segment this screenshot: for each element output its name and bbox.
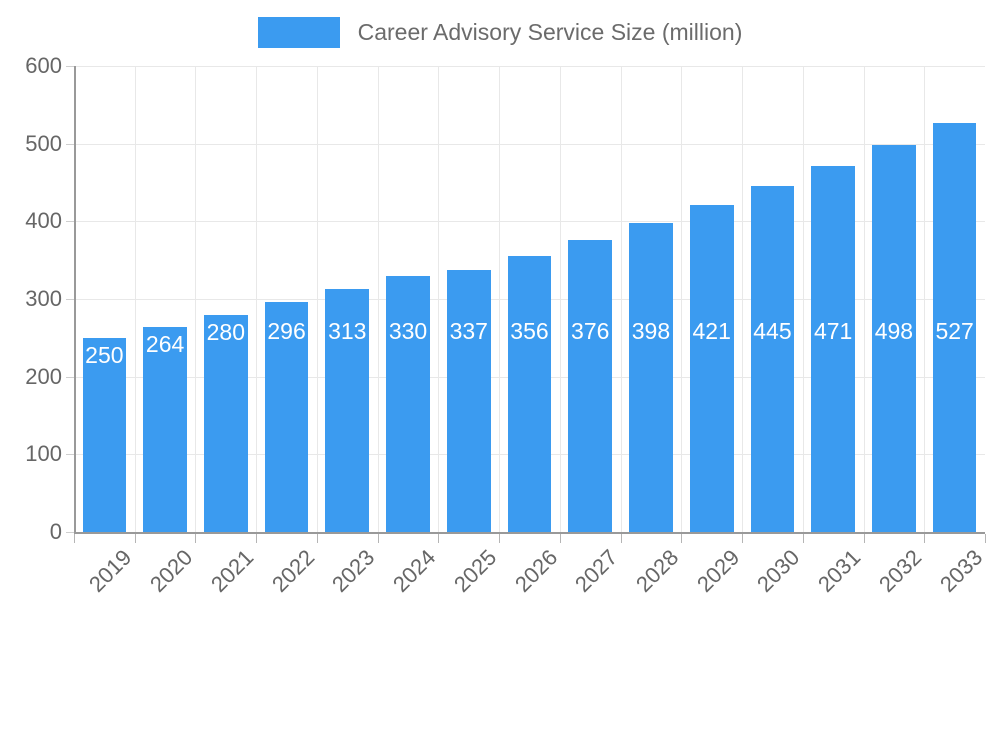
bar[interactable]: 356 <box>507 255 552 532</box>
x-axis-tick <box>256 534 257 543</box>
y-axis-tick-label: 500 <box>25 130 62 156</box>
y-axis-tick <box>66 299 74 300</box>
bar[interactable]: 376 <box>568 239 613 532</box>
y-axis-tick <box>66 221 74 223</box>
bar[interactable]: 337 <box>446 270 491 532</box>
gridline-horizontal <box>74 221 985 223</box>
gridline-horizontal <box>74 66 985 67</box>
bar-value-label: 313 <box>328 318 367 344</box>
bar-value-label: 264 <box>145 330 185 357</box>
x-axis-line <box>74 532 985 534</box>
bar[interactable]: 398 <box>629 222 673 532</box>
gridline-vertical <box>803 66 804 532</box>
bar[interactable]: 471 <box>811 166 856 532</box>
bar-value-label: 498 <box>874 318 914 344</box>
y-axis-tick <box>66 376 74 378</box>
x-axis-tick <box>438 534 439 543</box>
x-axis-tick <box>317 534 318 543</box>
bar-value-label: 527 <box>935 318 974 344</box>
x-axis-tick <box>924 534 925 543</box>
gridline-vertical <box>256 66 257 532</box>
bar-value-label: 330 <box>388 318 428 344</box>
gridline-horizontal <box>74 143 985 145</box>
bar[interactable]: 313 <box>325 288 370 532</box>
legend-swatch-icon <box>257 16 340 48</box>
x-axis-tick <box>560 534 561 543</box>
y-axis-tick <box>66 454 74 456</box>
y-axis-tick-label: 0 <box>49 519 62 544</box>
gridline-vertical <box>864 66 865 532</box>
gridline-vertical <box>681 66 682 532</box>
x-axis-tick <box>864 534 865 543</box>
gridline-vertical <box>317 66 318 532</box>
bar-value-label: 376 <box>571 318 610 344</box>
bar-value-label: 471 <box>813 318 853 344</box>
bar[interactable]: 264 <box>143 326 187 532</box>
gridline-vertical <box>438 66 439 532</box>
x-axis-tick <box>135 534 136 543</box>
gridline-vertical <box>378 66 379 532</box>
gridline-vertical <box>499 66 500 532</box>
chart-legend: Career Advisory Service Size (million) <box>0 12 1000 52</box>
y-axis-tick-label: 600 <box>25 53 62 78</box>
x-axis-tick <box>681 534 682 543</box>
gridline-vertical <box>135 66 136 532</box>
x-axis-tick <box>621 534 622 543</box>
x-axis-tick <box>742 534 743 543</box>
x-axis-tick <box>803 534 804 543</box>
y-axis-tick <box>66 532 74 533</box>
x-axis-tick <box>195 534 196 543</box>
bar-value-label: 280 <box>206 318 246 345</box>
y-axis-tick <box>66 66 74 67</box>
gridline-vertical <box>924 66 925 532</box>
gridline-vertical <box>621 66 622 532</box>
gridline-vertical <box>742 66 743 532</box>
y-axis-tick-label: 100 <box>25 441 62 467</box>
y-axis-tick <box>66 143 74 145</box>
bar-value-label: 296 <box>267 318 306 344</box>
bar[interactable]: 527 <box>932 122 977 532</box>
legend-item-label: Career Advisory Service Size (million) <box>357 18 743 45</box>
x-axis-tick <box>378 534 379 543</box>
gridline-vertical <box>195 66 196 532</box>
y-axis-tick-label: 300 <box>25 286 62 311</box>
bar-value-label: 337 <box>449 318 488 344</box>
bar-value-label: 250 <box>85 341 124 368</box>
bar-value-label: 421 <box>692 318 731 344</box>
bar-value-label: 445 <box>753 318 792 344</box>
bar[interactable]: 250 <box>82 337 127 532</box>
gridline-vertical <box>560 66 561 532</box>
legend-item-career-advisory-service-size[interactable]: Career Advisory Service Size (million) <box>257 16 743 48</box>
y-axis-tick-label: 200 <box>25 363 62 389</box>
bar-value-label: 356 <box>510 318 549 344</box>
bar-value-label: 398 <box>631 318 671 344</box>
bar[interactable]: 498 <box>872 145 916 532</box>
y-axis-tick-label: 400 <box>25 208 62 234</box>
bar[interactable]: 445 <box>750 186 795 532</box>
bar-chart: Career Advisory Service Size (million) 2… <box>0 12 1000 597</box>
bar[interactable]: 296 <box>264 302 309 532</box>
bar[interactable]: 280 <box>203 314 248 532</box>
x-axis-tick <box>499 534 500 543</box>
y-axis-line <box>74 66 76 533</box>
plot-area: 250 264 280 296 313 330 337 356 376 398 421 445 471 4… <box>74 66 985 533</box>
bar[interactable]: 330 <box>386 275 430 532</box>
bar[interactable]: 421 <box>689 205 734 532</box>
x-axis-tick <box>985 534 986 543</box>
x-axis-tick <box>74 534 75 543</box>
